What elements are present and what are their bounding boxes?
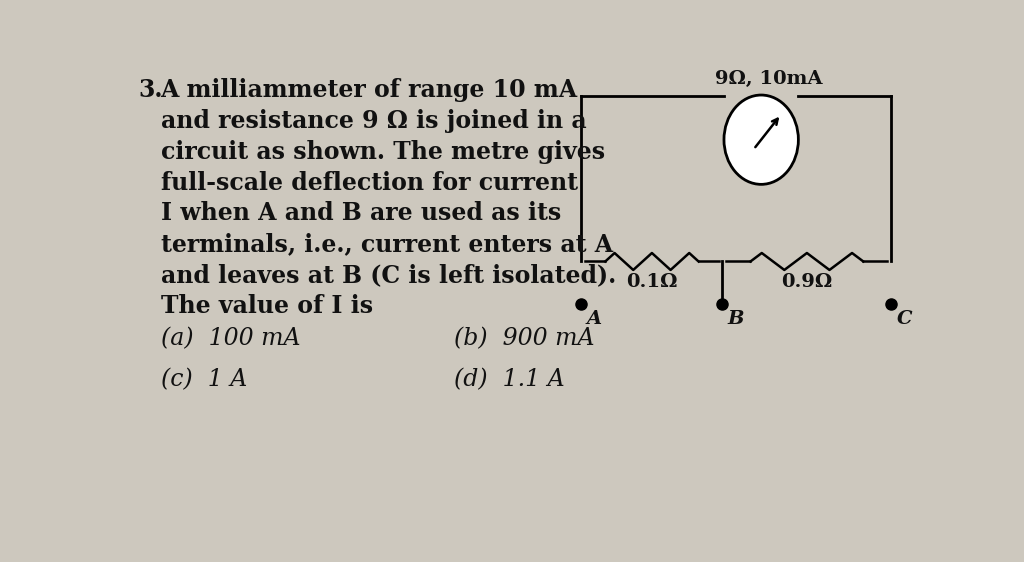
Text: 0.1Ω: 0.1Ω <box>626 273 678 291</box>
Text: (a)  100 mA: (a) 100 mA <box>161 328 300 351</box>
Text: and resistance 9 Ω is joined in a: and resistance 9 Ω is joined in a <box>161 109 586 133</box>
Text: 9Ω, 10mA: 9Ω, 10mA <box>715 70 822 88</box>
Ellipse shape <box>724 95 799 184</box>
Text: I when A and B are used as its: I when A and B are used as its <box>161 201 561 225</box>
Text: 0.9Ω: 0.9Ω <box>781 273 833 291</box>
Text: terminals, i.e., current enters at A: terminals, i.e., current enters at A <box>161 232 612 256</box>
Text: full-scale deflection for current: full-scale deflection for current <box>161 171 578 194</box>
Text: The value of I is: The value of I is <box>161 294 373 318</box>
Text: circuit as shown. The metre gives: circuit as shown. The metre gives <box>161 140 605 164</box>
Text: 3.: 3. <box>138 78 163 102</box>
Text: A milliammeter of range 10 mA: A milliammeter of range 10 mA <box>161 78 578 102</box>
Text: and leaves at B (C is left isolated).: and leaves at B (C is left isolated). <box>161 263 615 287</box>
Text: C: C <box>897 310 912 328</box>
Text: A: A <box>587 310 602 328</box>
Text: (d)  1.1 A: (d) 1.1 A <box>454 368 564 391</box>
Text: (c)  1 A: (c) 1 A <box>161 368 247 391</box>
Text: B: B <box>728 310 744 328</box>
Text: (b)  900 mA: (b) 900 mA <box>454 328 594 351</box>
